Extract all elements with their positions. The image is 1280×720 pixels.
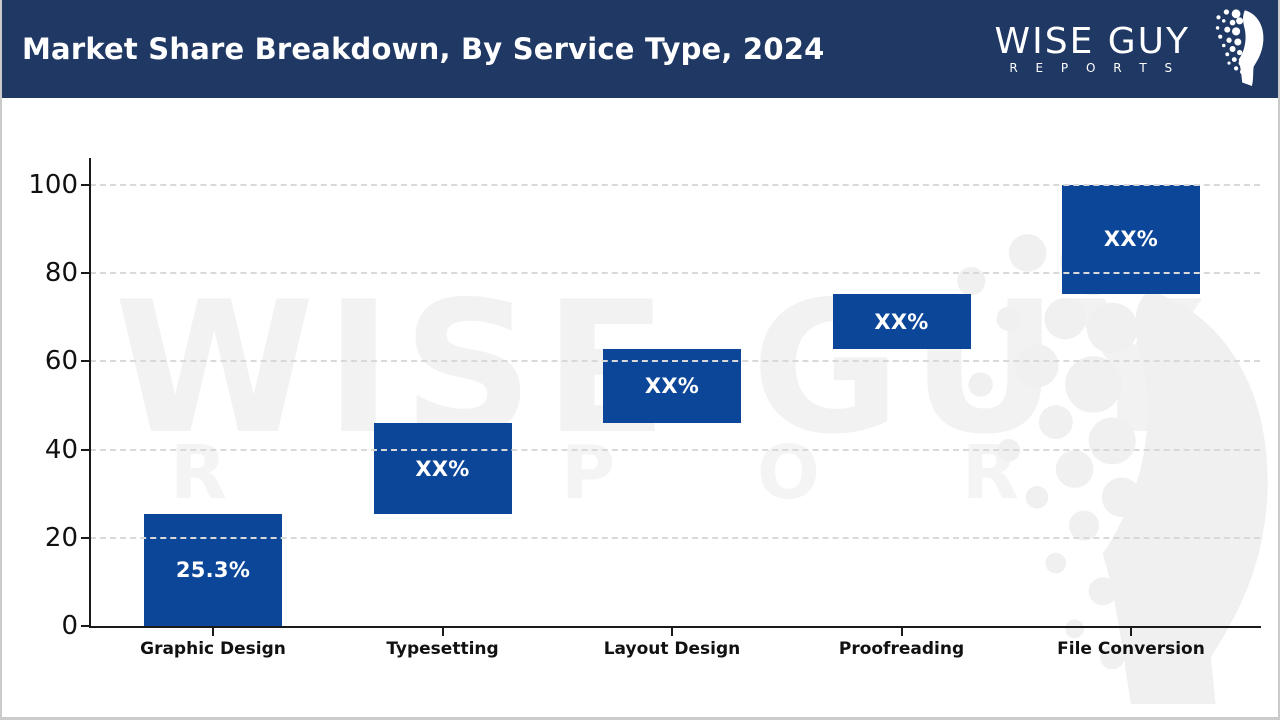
y-tick-mark [81, 360, 90, 363]
bar-value-label: XX% [644, 373, 700, 398]
y-tick-label: 20 [44, 522, 78, 553]
y-tick-mark [81, 448, 90, 451]
y-axis-line [89, 158, 91, 628]
gridline [90, 360, 1260, 363]
y-tick-mark [81, 272, 90, 275]
logo-subtitle: R E P O R T S [1009, 61, 1180, 76]
y-tick-mark [81, 184, 90, 186]
wiseguy-logo: WISE GUY R E P O R T S [995, 4, 1269, 94]
x-category-label: Proofreading [838, 639, 965, 659]
x-category-label: Graphic Design [140, 639, 286, 659]
x-tick-mark [900, 628, 903, 636]
bar-value-label: XX% [874, 309, 929, 334]
bar-graphic-design: 25.3% [144, 514, 282, 626]
gridline [90, 184, 1260, 186]
bar-typesetting: XX% [373, 422, 512, 515]
bar-file-conversion: XX% [1062, 185, 1200, 294]
y-tick-label: 100 [28, 170, 78, 200]
logo-text: WISE GUY R E P O R T S [994, 20, 1191, 76]
x-category-label: File Conversion [1057, 639, 1205, 659]
y-tick-label: 40 [44, 434, 78, 465]
y-tick-mark [81, 536, 90, 539]
y-tick-label: 60 [44, 346, 78, 377]
x-tick-mark [1130, 628, 1132, 636]
gridline [90, 272, 1260, 275]
header: Market Share Breakdown, By Service Type,… [2, 0, 1278, 98]
x-tick-mark [441, 628, 444, 636]
y-tick-label: 80 [44, 258, 78, 289]
page-title: Market Share Breakdown, By Service Type,… [22, 32, 825, 66]
x-category-label: Layout Design [603, 639, 741, 659]
bar-value-label: XX% [415, 456, 470, 481]
y-tick-mark [81, 625, 90, 627]
bar-value-label: XX% [1103, 227, 1159, 252]
x-tick-mark [212, 628, 214, 636]
gridline [90, 536, 1260, 539]
x-axis-line [89, 626, 1261, 628]
gridline [90, 448, 1260, 451]
bar-chart: 25.3% XX% XX% XX% XX% [90, 160, 1260, 626]
logo-wordmark: WISE GUY [994, 20, 1190, 62]
bar-value-label: 25.3% [175, 558, 251, 583]
bar-proofreading: XX% [832, 293, 971, 350]
y-tick-label: 0 [61, 611, 78, 641]
x-category-label: Typesetting [386, 639, 499, 659]
logo-head-icon [1215, 9, 1264, 86]
x-tick-mark [671, 628, 673, 636]
